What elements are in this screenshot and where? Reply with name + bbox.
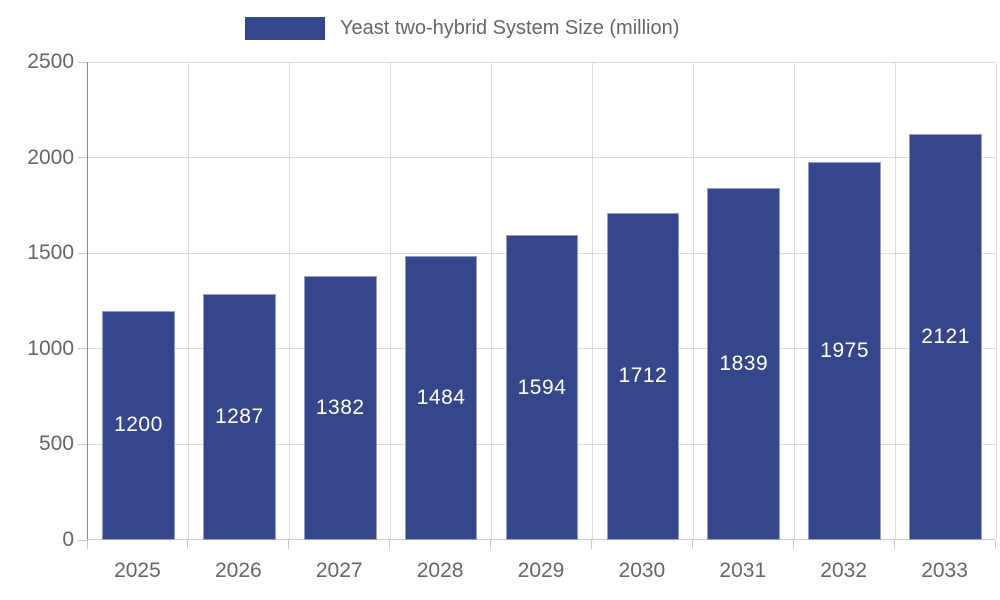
bar: 1200 [102,310,175,540]
bar-value-label: 1382 [315,395,365,419]
x-axis-tick [389,540,391,549]
y-axis-tick-label: 1000 [27,336,74,360]
x-axis-tick [490,540,492,549]
grid-line-x [289,62,291,539]
y-axis-tick-label: 2000 [27,145,74,169]
y-axis-tick-label: 500 [38,432,74,456]
bar: 1287 [203,293,276,540]
grid-line-y [88,61,995,63]
x-axis-tick-label: 2030 [618,559,666,582]
bar-value-label: 1712 [618,364,668,388]
plot-area: 1200 1287 1382 1484 1594 1712 1839 1975 2121 [87,61,997,540]
y-axis-tick [78,157,87,159]
bar-value-label: 1200 [114,413,163,437]
legend-swatch [245,17,325,40]
bar: 1839 [707,188,781,540]
bar-value-label: 1975 [820,339,870,363]
grid-line-x [894,62,896,539]
grid-line-x [995,62,997,539]
bar: 1712 [606,212,680,540]
bar-value-label: 1484 [416,386,466,410]
y-axis-tick [78,348,87,350]
x-axis-tick [994,540,996,549]
y-axis-tick-label: 1500 [27,241,74,265]
x-axis-tick-label: 2032 [820,559,868,582]
x-axis-tick [691,540,693,549]
x-axis-tick-label: 2033 [921,559,968,582]
grid-line-x [591,62,593,539]
x-axis-tick [288,540,290,549]
y-axis-tick [78,252,87,254]
y-axis-tick [78,443,87,445]
x-axis-tick-label: 2031 [719,559,767,582]
y-axis-tick-label: 2500 [27,50,74,73]
y-axis-tick [78,539,87,541]
x-axis-tick [187,540,189,549]
bar: 1484 [404,256,478,540]
bar: 2121 [909,134,982,540]
x-axis-tick [590,540,592,549]
bar: 1382 [303,275,377,540]
legend-label: Yeast two-hybrid System Size (million) [340,17,680,39]
legend: Yeast two-hybrid System Size (million) [245,17,679,40]
x-axis-tick-label: 2026 [214,559,262,582]
x-axis-tick-label: 2028 [416,559,464,582]
grid-line-x [188,62,190,539]
x-axis-tick [792,540,794,549]
bar-value-label: 2121 [921,325,970,349]
grid-line-y [88,157,995,159]
bar-value-label: 1594 [517,375,567,399]
x-axis-tick-label: 2027 [315,559,363,582]
bar-value-label: 1287 [214,404,264,428]
grid-line-x [390,62,392,539]
y-axis-tick [78,61,87,63]
bar: 1594 [505,235,579,540]
grid-line-x [692,62,694,539]
bar-value-label: 1839 [719,352,769,376]
x-axis-tick [86,540,88,549]
bar: 1975 [808,162,881,540]
x-axis-tick-label: 2029 [517,559,565,582]
y-axis-tick-label: 0 [62,528,74,551]
grid-line-x [793,62,795,539]
grid-line-x [491,62,493,539]
x-axis-tick-label: 2025 [114,559,161,582]
x-axis-tick [893,540,895,549]
